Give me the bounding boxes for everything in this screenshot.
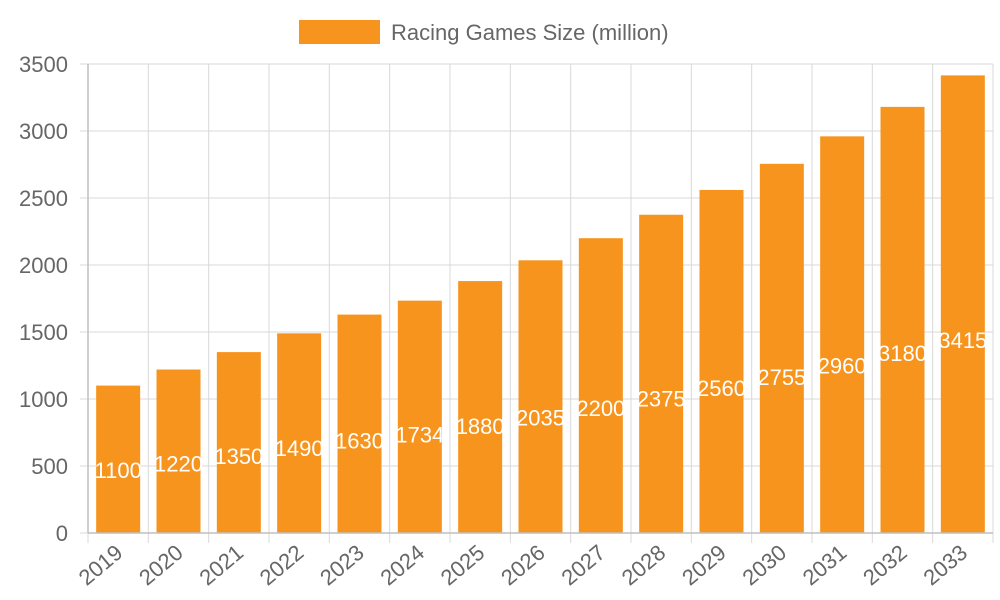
bar-2024[interactable] <box>397 300 442 533</box>
data-label-2024: 1734 <box>395 422 444 447</box>
x-tick-label: 2024 <box>375 540 429 591</box>
data-label-2019: 1100 <box>95 458 142 483</box>
y-tick-label: 0 <box>56 521 68 546</box>
bar-2026[interactable] <box>518 260 563 533</box>
bar-2021[interactable] <box>216 352 261 533</box>
x-tick-label: 2021 <box>194 540 248 591</box>
data-label-2029: 2560 <box>697 376 746 401</box>
bars <box>96 75 985 534</box>
bar-2032[interactable] <box>880 106 925 533</box>
data-label-2033: 3415 <box>938 328 987 353</box>
data-label-2020: 1220 <box>154 451 203 476</box>
legend-label: Racing Games Size (million) <box>391 20 669 45</box>
bar-2022[interactable] <box>277 333 322 533</box>
data-label-2022: 1490 <box>275 436 324 461</box>
y-tick-label: 500 <box>31 454 68 479</box>
x-tick-label: 2031 <box>798 540 852 591</box>
y-tick-label: 2000 <box>19 253 68 278</box>
data-label-2023: 1630 <box>335 428 384 453</box>
bar-2027[interactable] <box>578 238 623 533</box>
x-tick-label: 2027 <box>556 540 610 591</box>
bar-2030[interactable] <box>759 163 804 533</box>
x-tick-label: 2019 <box>74 540 128 591</box>
legend-swatch <box>299 20 380 44</box>
y-tick-label: 2500 <box>19 186 68 211</box>
x-tick-label: 2033 <box>918 540 972 591</box>
y-tick-label: 3000 <box>19 119 68 144</box>
bar-2019[interactable] <box>96 385 141 533</box>
x-tick-label: 2026 <box>496 540 550 591</box>
x-tick-label: 2020 <box>134 540 188 591</box>
bar-2028[interactable] <box>639 214 684 533</box>
x-tick-label: 2032 <box>858 540 912 591</box>
x-tick-label: 2029 <box>677 540 731 591</box>
x-tick-label: 2030 <box>737 540 791 591</box>
data-label-2025: 1880 <box>456 414 505 439</box>
bar-2025[interactable] <box>458 281 503 533</box>
data-label-2026: 2035 <box>516 405 565 430</box>
y-tick-label: 1500 <box>19 320 68 345</box>
data-label-2031: 2960 <box>818 353 867 378</box>
data-label-2030: 2755 <box>757 365 806 390</box>
data-label-2028: 2375 <box>637 386 686 411</box>
x-tick-label: 2028 <box>617 540 671 591</box>
bar-2033[interactable] <box>940 75 985 533</box>
bar-2029[interactable] <box>699 189 744 533</box>
y-tick-label: 3500 <box>19 52 68 77</box>
x-tick-label: 2025 <box>436 540 490 591</box>
bar-2031[interactable] <box>820 136 865 534</box>
legend[interactable]: Racing Games Size (million) <box>299 20 669 45</box>
x-tick-label: 2023 <box>315 540 369 591</box>
grid <box>80 63 994 543</box>
data-label-2027: 2200 <box>576 396 625 421</box>
bar-2023[interactable] <box>337 314 382 533</box>
y-tick-label: 1000 <box>19 387 68 412</box>
bar-2020[interactable] <box>156 369 201 533</box>
x-tick-label: 2022 <box>255 540 309 591</box>
data-label-2032: 3180 <box>878 341 927 366</box>
data-label-2021: 1350 <box>214 444 263 469</box>
data-labels: 1100 1220 1350 1490 1630 1734 1880 2035 2200 2375… <box>95 328 988 483</box>
